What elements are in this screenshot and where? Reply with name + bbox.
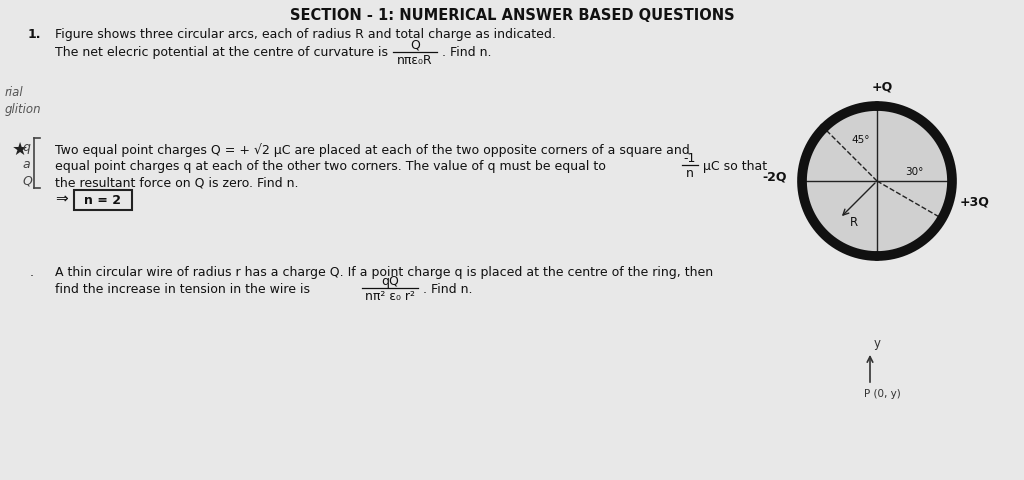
Text: rial
glition: rial glition <box>5 86 42 116</box>
Text: qQ: qQ <box>381 275 399 288</box>
Text: -2Q: -2Q <box>763 170 787 183</box>
Text: find the increase in tension in the wire is: find the increase in tension in the wire… <box>55 282 310 295</box>
Text: P (0, y): P (0, y) <box>864 388 901 398</box>
Text: nπ² ε₀ r²: nπ² ε₀ r² <box>365 289 415 302</box>
Text: 45°: 45° <box>852 135 870 144</box>
Text: y: y <box>874 336 881 349</box>
Text: 30°: 30° <box>905 167 924 177</box>
Text: +3Q: +3Q <box>961 195 990 208</box>
Text: Two equal point charges Q = + √2 μC are placed at each of the two opposite corne: Two equal point charges Q = + √2 μC are … <box>55 143 690 156</box>
Text: ★: ★ <box>12 141 28 159</box>
Text: Figure shows three circular arcs, each of radius R and total charge as indicated: Figure shows three circular arcs, each o… <box>55 28 556 41</box>
Text: . Find n.: . Find n. <box>442 46 492 59</box>
Text: . Find n.: . Find n. <box>423 282 472 295</box>
Text: The net elecric potential at the centre of curvature is: The net elecric potential at the centre … <box>55 46 388 59</box>
Text: ⇒: ⇒ <box>55 192 68 206</box>
Text: R: R <box>850 216 858 228</box>
Text: a: a <box>22 157 30 171</box>
Text: -1: -1 <box>684 152 696 165</box>
Text: equal point charges q at each of the other two corners. The value of q must be e: equal point charges q at each of the oth… <box>55 160 606 173</box>
Text: q: q <box>22 141 30 154</box>
Text: +Q: +Q <box>871 81 893 94</box>
Text: μC so that: μC so that <box>703 160 767 173</box>
Text: SECTION - 1: NUMERICAL ANSWER BASED QUESTIONS: SECTION - 1: NUMERICAL ANSWER BASED QUES… <box>290 8 734 23</box>
Text: n: n <box>686 167 694 180</box>
Text: A thin circular wire of radius r has a charge Q. If a point charge q is placed a: A thin circular wire of radius r has a c… <box>55 265 713 278</box>
Text: the resultant force on Q is zero. Find n.: the resultant force on Q is zero. Find n… <box>55 177 299 190</box>
Text: .: . <box>30 265 34 278</box>
Text: Q: Q <box>410 39 420 52</box>
Circle shape <box>802 107 952 256</box>
Text: 1.: 1. <box>28 28 42 41</box>
Text: Q: Q <box>22 175 32 188</box>
Text: nπε₀R: nπε₀R <box>397 54 433 67</box>
Text: n = 2: n = 2 <box>85 194 122 207</box>
